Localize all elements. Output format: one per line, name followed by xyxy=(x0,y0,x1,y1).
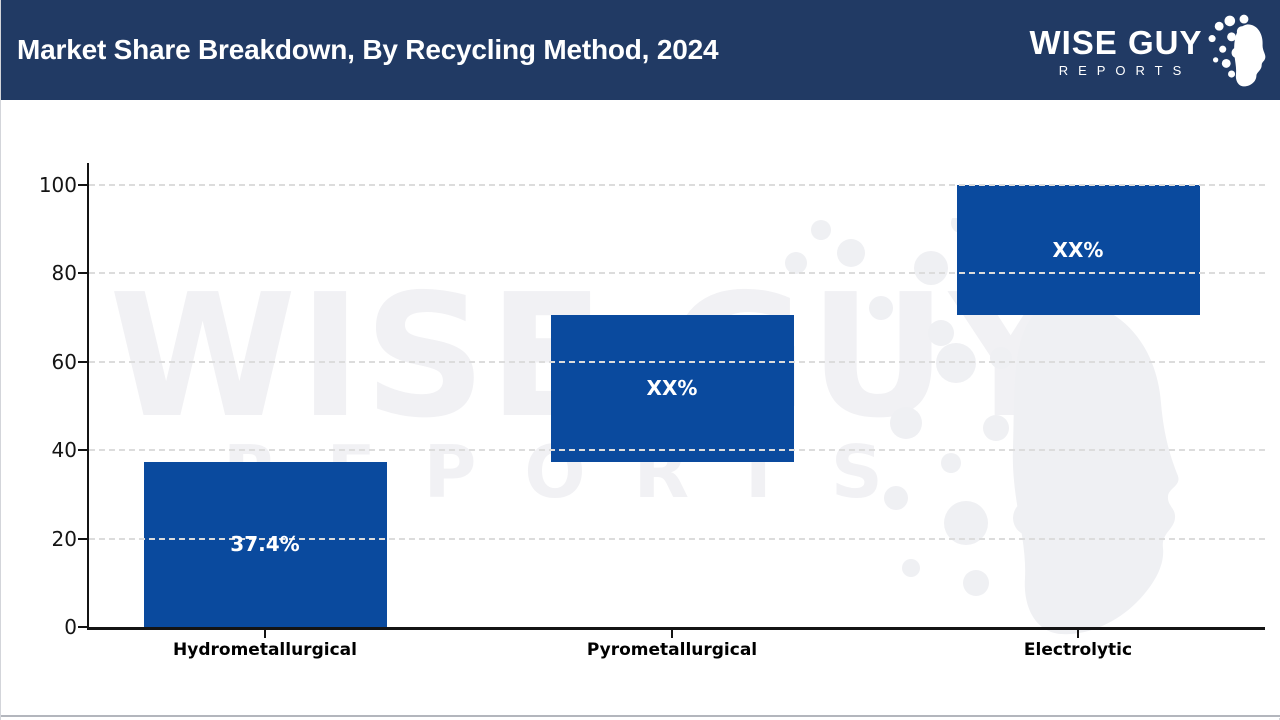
chart-title: Market Share Breakdown, By Recycling Met… xyxy=(17,34,719,65)
x-tick-mark xyxy=(671,629,673,638)
category-label: Electrolytic xyxy=(1023,640,1133,660)
y-tick-label: 40 xyxy=(51,438,77,463)
chart-area: WISE GUY REPORTS 37.4% XX% XX% 0 20 40 60 80 100… xyxy=(1,100,1280,718)
logo-face-icon xyxy=(1208,14,1266,87)
category-label: Hydrometallurgical xyxy=(173,640,357,660)
gridline xyxy=(89,449,1265,452)
gridline xyxy=(89,184,1265,186)
logo-subtext: REPORTS xyxy=(1058,63,1192,78)
watermark-face-icon xyxy=(785,218,1179,635)
category-label: Pyrometallurgical xyxy=(586,640,758,660)
y-tick-mark xyxy=(78,626,87,628)
y-tick-mark xyxy=(78,449,87,452)
x-axis-line xyxy=(87,627,1265,630)
y-tick-label: 0 xyxy=(64,615,77,639)
y-tick-mark xyxy=(78,184,87,186)
header-bar: Market Share Breakdown, By Recycling Met… xyxy=(1,0,1280,100)
y-tick-mark xyxy=(78,272,87,275)
bar-value-label: XX% xyxy=(1052,237,1104,262)
bar-segment xyxy=(550,314,794,462)
y-tick-mark xyxy=(78,360,87,363)
x-tick-mark xyxy=(264,629,266,638)
y-axis-line xyxy=(87,163,89,629)
gridline xyxy=(89,272,1265,275)
bar-segment xyxy=(956,185,1200,315)
y-tick-label: 100 xyxy=(38,173,77,197)
y-tick-mark xyxy=(78,537,87,540)
y-tick-label: 20 xyxy=(51,526,77,551)
y-tick-label: 60 xyxy=(51,349,77,374)
bar-value-label: XX% xyxy=(646,376,698,401)
brand-logo: WISE GUY REPORTS xyxy=(1027,10,1267,92)
gridline xyxy=(89,360,1265,363)
bar-value-label: 37.4% xyxy=(230,532,300,557)
gridline xyxy=(89,537,1265,540)
y-tick-label: 80 xyxy=(51,261,77,286)
logo-wordmark: WISE GUY xyxy=(1029,24,1203,61)
x-tick-mark xyxy=(1077,629,1079,638)
bar-segment xyxy=(143,461,387,627)
footer-divider xyxy=(1,715,1280,717)
